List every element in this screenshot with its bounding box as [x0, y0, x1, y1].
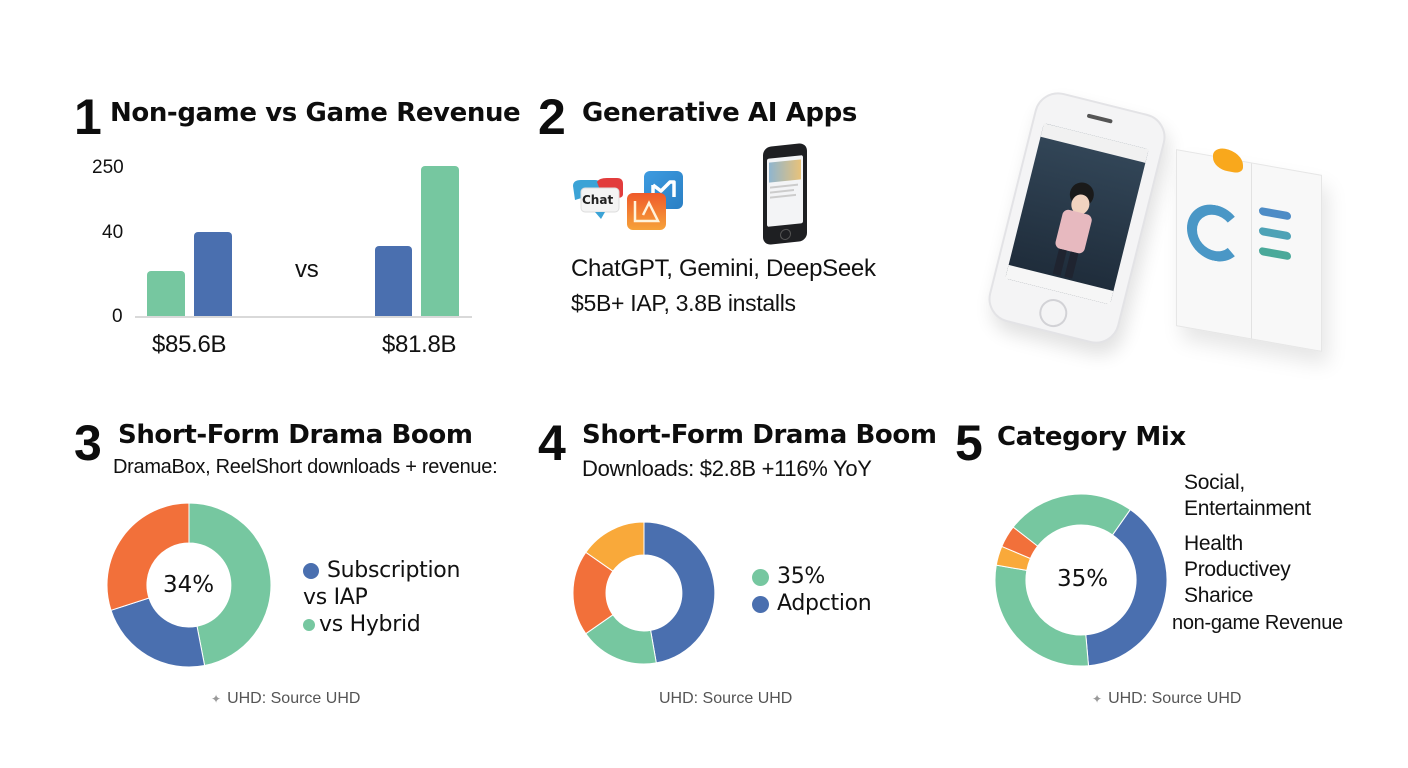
legend-item-35: 35% — [752, 563, 871, 590]
bar-right-green — [421, 166, 459, 316]
legend-label: 35% — [777, 564, 825, 589]
legend-item-vs-iap: vs IAP — [303, 585, 368, 610]
source-text: UHD: Source UHD — [1108, 690, 1242, 707]
legend-item: Social, — [1184, 471, 1245, 494]
chart-legend: Subscription vs IAP vs Hybrid — [303, 557, 460, 638]
source-note: ✦ UHD: Source UHD — [211, 690, 360, 708]
chat-icon-label: Chat — [582, 193, 614, 207]
panel-title: Generative AI Apps — [582, 98, 857, 128]
panel-number: 2 — [538, 89, 566, 145]
donut-chart-downloads — [573, 522, 715, 664]
product-box — [1176, 146, 1322, 352]
legend-swatch-blue — [303, 563, 319, 579]
bar-right-blue — [375, 246, 412, 316]
chart-legend: 35% Adpction — [752, 563, 872, 617]
legend-label: Adpction — [777, 591, 872, 616]
source-note: UHD: Source UHD — [659, 690, 793, 707]
left-value-label: $85.6B — [152, 331, 227, 358]
legend-item-footer: non-game Revenue — [1172, 612, 1343, 634]
legend-swatch-blue — [752, 595, 769, 613]
panel-title: Short-Form Drama Boom — [118, 420, 473, 450]
legend-item-hybrid: vs Hybrid — [303, 611, 460, 638]
vs-label: vs — [295, 256, 319, 283]
legend-item: Entertainment — [1184, 497, 1311, 520]
phone-screen — [1005, 123, 1149, 305]
donut-center-label: 34% — [163, 572, 215, 598]
legend-item: Health — [1184, 532, 1243, 555]
legend-label: vs Hybrid — [319, 612, 421, 637]
panel-title: Short-Form Drama Boom — [582, 420, 937, 450]
legend-swatch-green — [303, 619, 315, 631]
panel-subtitle: DramaBox, ReelShort downloads + revenue: — [113, 456, 498, 478]
iap-installs-text: $5B+ IAP, 3.8B installs — [571, 290, 796, 316]
app-names-text: ChatGPT, Gemini, DeepSeek — [571, 255, 876, 282]
legend-label: Subscription — [327, 558, 461, 583]
panel-title: Category Mix — [997, 422, 1186, 452]
panel-subtitle: Downloads: $2.8B +116% YoY — [582, 456, 872, 481]
sparkle-icon: ✦ — [211, 692, 222, 706]
ai-app-icon — [627, 193, 666, 230]
panel-number: 1 — [74, 89, 102, 145]
legend-item: Sharice — [1184, 584, 1254, 607]
right-value-label: $81.8B — [382, 331, 457, 358]
smartphone-device — [983, 87, 1171, 349]
y-tick-250: 250 — [92, 157, 124, 178]
panel-number: 4 — [538, 415, 566, 471]
donut-center-label: 35% — [1057, 566, 1109, 592]
smartphone-illustration — [763, 142, 807, 246]
chat-bubble-icon: Chat — [571, 178, 623, 219]
x-axis-baseline — [135, 316, 472, 318]
category-legend: Social, Entertainment Health Productivey… — [1184, 470, 1311, 609]
donut-chart-revenue-model — [107, 503, 271, 667]
legend-item-adoption: Adpction — [752, 590, 872, 617]
source-note: ✦ UHD: Source UHD — [1092, 690, 1241, 708]
y-tick-40: 40 — [102, 222, 124, 243]
panel-title: Non-game vs Game Revenue — [110, 98, 521, 128]
bar-left-blue — [194, 232, 232, 316]
panel-number: 3 — [74, 415, 102, 471]
bar-left-green — [147, 271, 185, 316]
donut-chart-category-mix — [995, 494, 1167, 666]
panel-number: 5 — [955, 415, 983, 471]
legend-item-subscription: Subscription — [303, 557, 460, 584]
sparkle-icon: ✦ — [1092, 692, 1103, 706]
y-tick-0: 0 — [112, 306, 123, 327]
legend-item: Productivey — [1184, 558, 1291, 581]
legend-swatch-green — [752, 568, 769, 586]
source-text: UHD: Source UHD — [227, 690, 361, 707]
